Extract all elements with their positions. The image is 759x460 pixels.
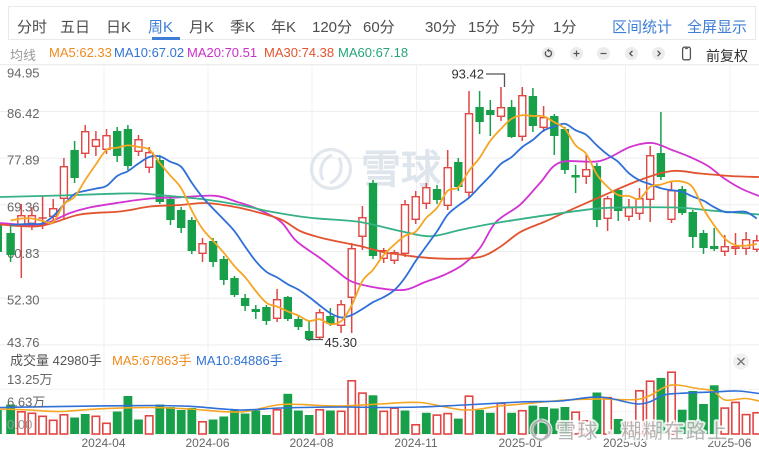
svg-text:13.25万: 13.25万 [7,372,53,387]
svg-text:69.36: 69.36 [7,199,40,214]
svg-text:成交量 42980手: 成交量 42980手 [10,353,102,368]
svg-text:雪球 · 糊糊在路上: 雪球 · 糊糊在路上 [556,420,729,443]
svg-text:6.63万: 6.63万 [7,395,45,410]
svg-text:MA10:84886手: MA10:84886手 [196,353,283,368]
svg-text:2025-06: 2025-06 [707,436,751,450]
svg-text:2024-06: 2024-06 [185,436,229,450]
svg-text:86.42: 86.42 [7,106,40,121]
svg-text:2025-01: 2025-01 [498,436,542,450]
svg-text:2024-11: 2024-11 [394,436,437,450]
svg-text:MA5:67863手: MA5:67863手 [112,353,192,368]
svg-text:93.42: 93.42 [451,67,484,82]
svg-text:77.89: 77.89 [7,153,40,168]
svg-text:94.95: 94.95 [7,66,40,81]
svg-text:52.30: 52.30 [7,293,40,308]
svg-text:60.83: 60.83 [7,246,40,261]
svg-text:2024-04: 2024-04 [81,436,125,450]
svg-text:雪球 · 糊糊在路上: 雪球 · 糊糊在路上 [556,420,729,443]
svg-text:0.00: 0.00 [7,417,32,432]
svg-text:2025-03: 2025-03 [603,436,647,450]
svg-text:2024-08: 2024-08 [289,436,333,450]
svg-text:43.76: 43.76 [7,335,40,350]
svg-text:45.30: 45.30 [325,335,358,350]
